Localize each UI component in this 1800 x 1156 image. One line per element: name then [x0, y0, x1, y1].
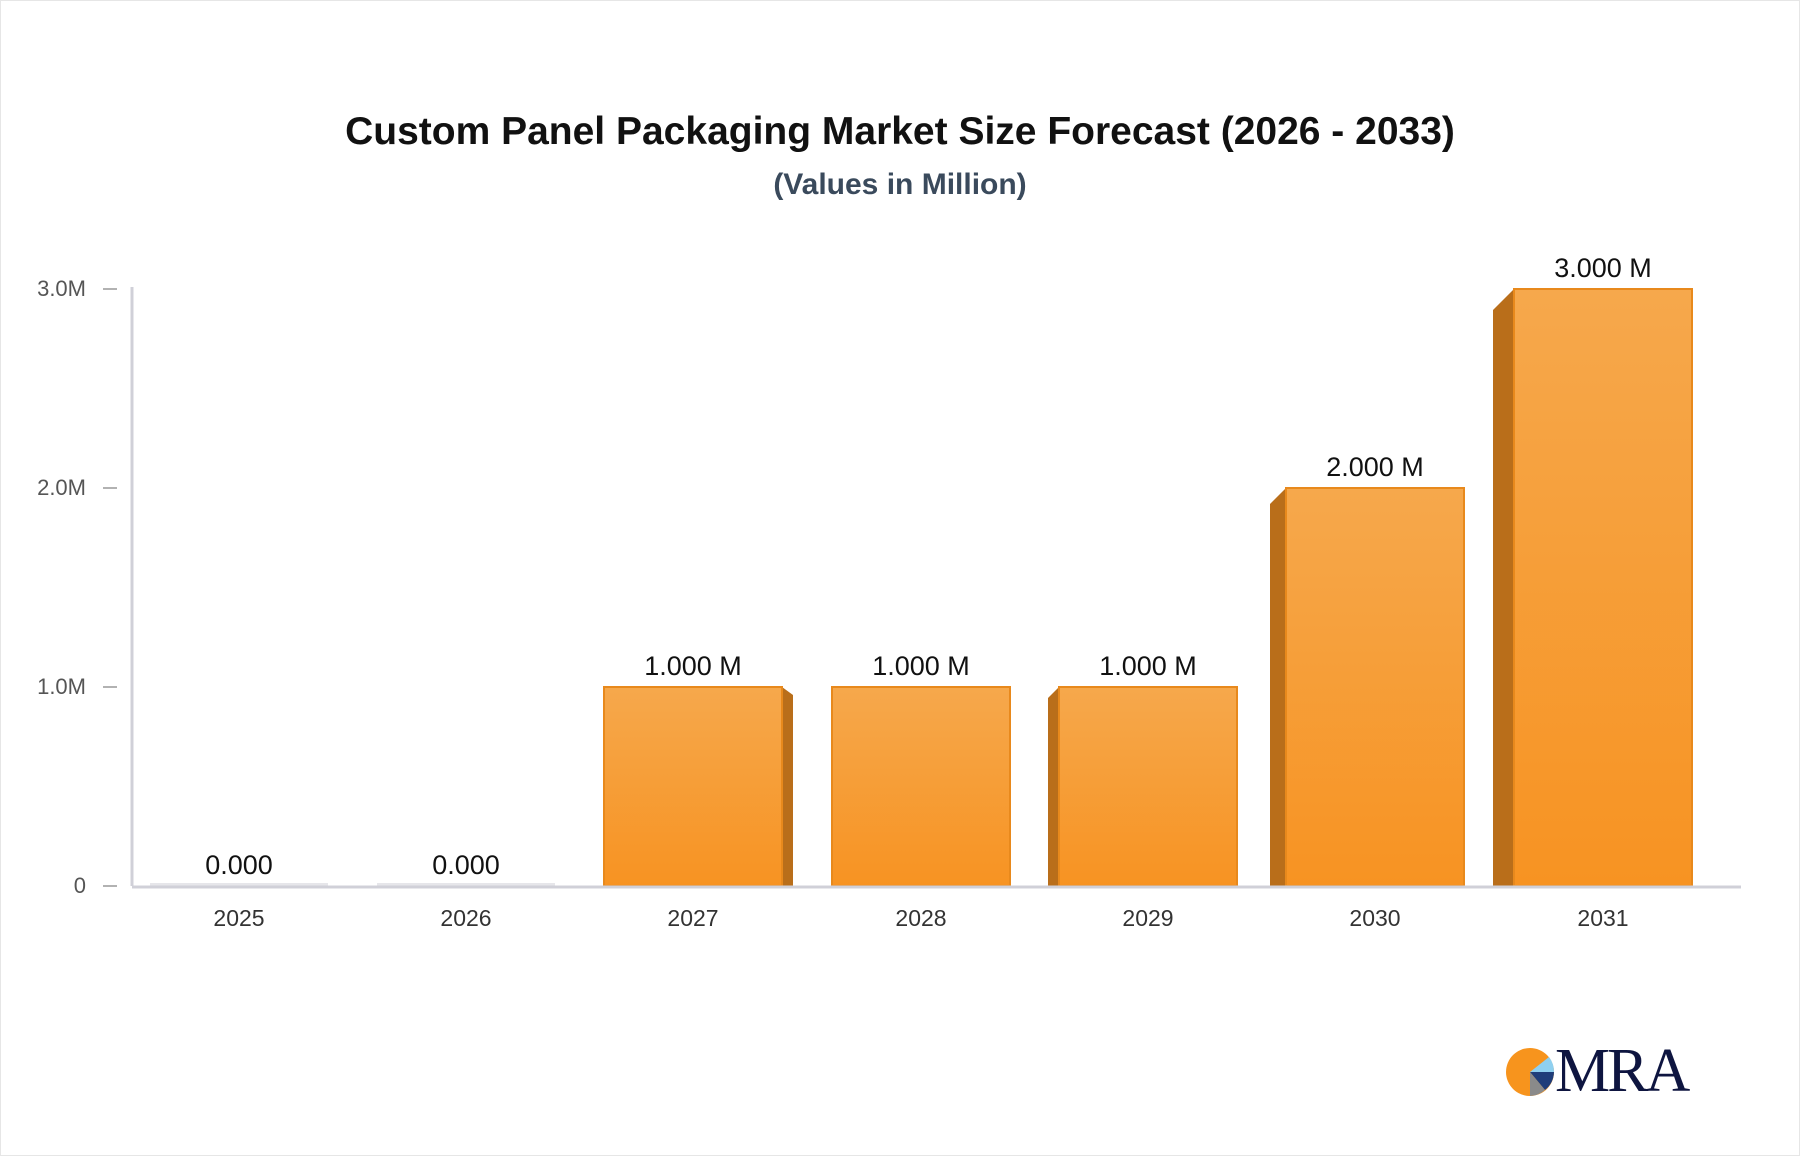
bar-2025: [150, 883, 328, 886]
data-label: 2.000 M: [1326, 452, 1424, 482]
x-tick-label: 2030: [1349, 905, 1400, 931]
x-tick-label: 2029: [1122, 905, 1173, 931]
logo-text: MRA: [1555, 1037, 1690, 1105]
data-label: 3.000 M: [1554, 253, 1652, 283]
bar-side: [1270, 488, 1286, 886]
y-tick-label: 1.0M: [37, 674, 86, 699]
x-tick-label: 2025: [213, 905, 264, 931]
bar-side: [782, 687, 793, 886]
x-tick-label: 2028: [895, 905, 946, 931]
bar-side: [1048, 687, 1059, 886]
bar-2030: [1285, 487, 1465, 887]
y-tick-label: 3.0M: [37, 276, 86, 301]
x-tick-label: 2031: [1577, 905, 1628, 931]
data-label: 0.000: [432, 850, 500, 880]
x-tick-label: 2026: [440, 905, 491, 931]
chart-subtitle: (Values in Million): [773, 168, 1027, 201]
bar-2028: [831, 686, 1011, 887]
chart-title: Custom Panel Packaging Market Size Forec…: [345, 110, 1455, 153]
bar-side: [1493, 289, 1514, 886]
y-tick-label: 2.0M: [37, 475, 86, 500]
data-label: 1.000 M: [644, 651, 742, 681]
x-tick-label: 2027: [667, 905, 718, 931]
bar-2031: [1513, 288, 1693, 887]
bar-2027: [603, 686, 783, 887]
data-label: 1.000 M: [1099, 651, 1197, 681]
data-label: 0.000: [205, 850, 273, 880]
bar-2029: [1058, 686, 1238, 887]
bar-2026: [377, 883, 555, 886]
mra-logo: MRA: [1505, 1037, 1705, 1105]
pie-logo-icon: [1506, 1048, 1555, 1096]
y-tick-label: 0: [74, 873, 86, 898]
data-label: 1.000 M: [872, 651, 970, 681]
